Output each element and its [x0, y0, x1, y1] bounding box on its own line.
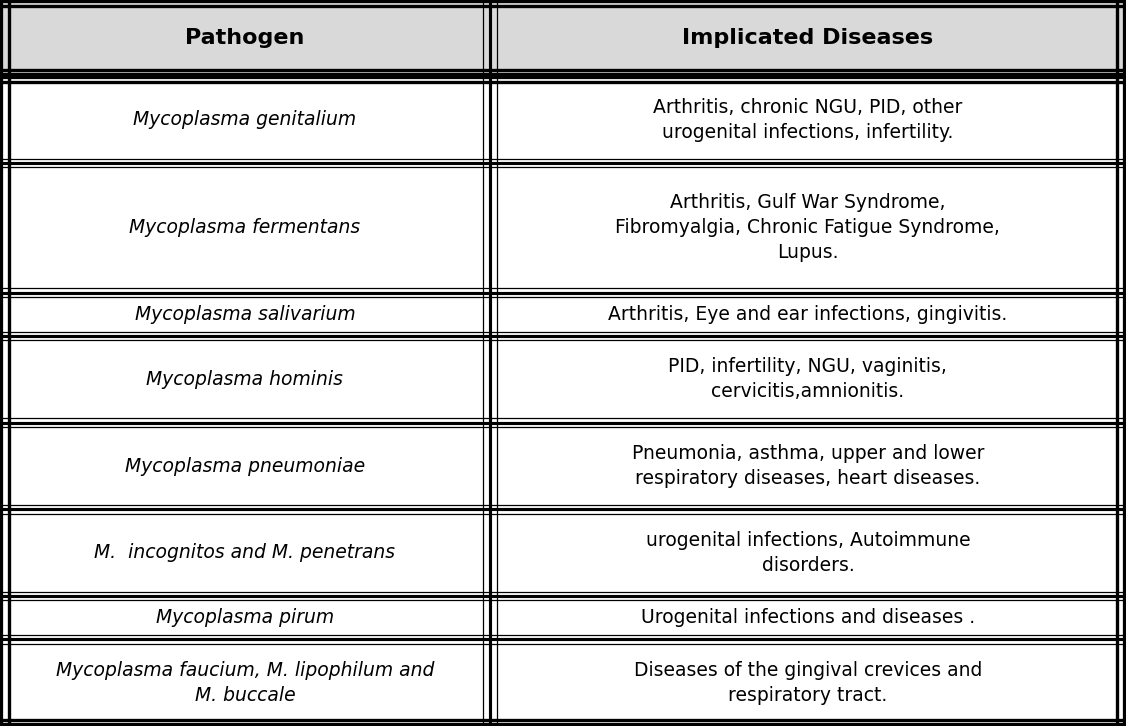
Text: Arthritis, Eye and ear infections, gingivitis.: Arthritis, Eye and ear infections, gingi… [608, 305, 1008, 324]
Text: Mycoplasma salivarium: Mycoplasma salivarium [135, 305, 355, 324]
Bar [490, 640, 1126, 726]
Bar [0, 423, 490, 510]
Bar [0, 336, 490, 423]
Text: Mycoplasma pirum: Mycoplasma pirum [155, 608, 334, 627]
Bar [0, 293, 490, 336]
Text: PID, infertility, NGU, vaginitis,
cervicitis,amnionitis.: PID, infertility, NGU, vaginitis, cervic… [669, 357, 947, 401]
Text: Mycoplasma fermentans: Mycoplasma fermentans [129, 219, 360, 237]
Bar [0, 596, 490, 640]
Bar [490, 0, 1126, 76]
Bar [0, 510, 490, 596]
Text: M.  incognitos and M. penetrans: M. incognitos and M. penetrans [95, 543, 395, 562]
Text: Mycoplasma pneumoniae: Mycoplasma pneumoniae [125, 457, 365, 476]
Bar [0, 0, 490, 76]
Bar [490, 293, 1126, 336]
Bar [490, 596, 1126, 640]
Bar [490, 76, 1126, 163]
Bar [0, 640, 490, 726]
Text: Implicated Diseases: Implicated Diseases [682, 28, 933, 48]
Bar [0, 76, 490, 163]
Text: urogenital infections, Autoimmune
disorders.: urogenital infections, Autoimmune disord… [645, 531, 971, 575]
Text: Pneumonia, asthma, upper and lower
respiratory diseases, heart diseases.: Pneumonia, asthma, upper and lower respi… [632, 444, 984, 488]
Text: Mycoplasma genitalium: Mycoplasma genitalium [133, 110, 357, 129]
Bar [490, 336, 1126, 423]
Text: Arthritis, chronic NGU, PID, other
urogenital infections, infertility.: Arthritis, chronic NGU, PID, other uroge… [653, 97, 963, 142]
Text: Arthritis, Gulf War Syndrome,
Fibromyalgia, Chronic Fatigue Syndrome,
Lupus.: Arthritis, Gulf War Syndrome, Fibromyalg… [616, 193, 1000, 262]
Text: Diseases of the gingival crevices and
respiratory tract.: Diseases of the gingival crevices and re… [634, 661, 982, 705]
Bar [490, 163, 1126, 293]
Text: Mycoplasma faucium, M. lipophilum and
M. buccale: Mycoplasma faucium, M. lipophilum and M.… [55, 661, 435, 705]
Text: Mycoplasma hominis: Mycoplasma hominis [146, 370, 343, 389]
Bar [0, 163, 490, 293]
Text: Urogenital infections and diseases .: Urogenital infections and diseases . [641, 608, 975, 627]
Text: Pathogen: Pathogen [185, 28, 305, 48]
Bar [490, 510, 1126, 596]
Bar [490, 423, 1126, 510]
